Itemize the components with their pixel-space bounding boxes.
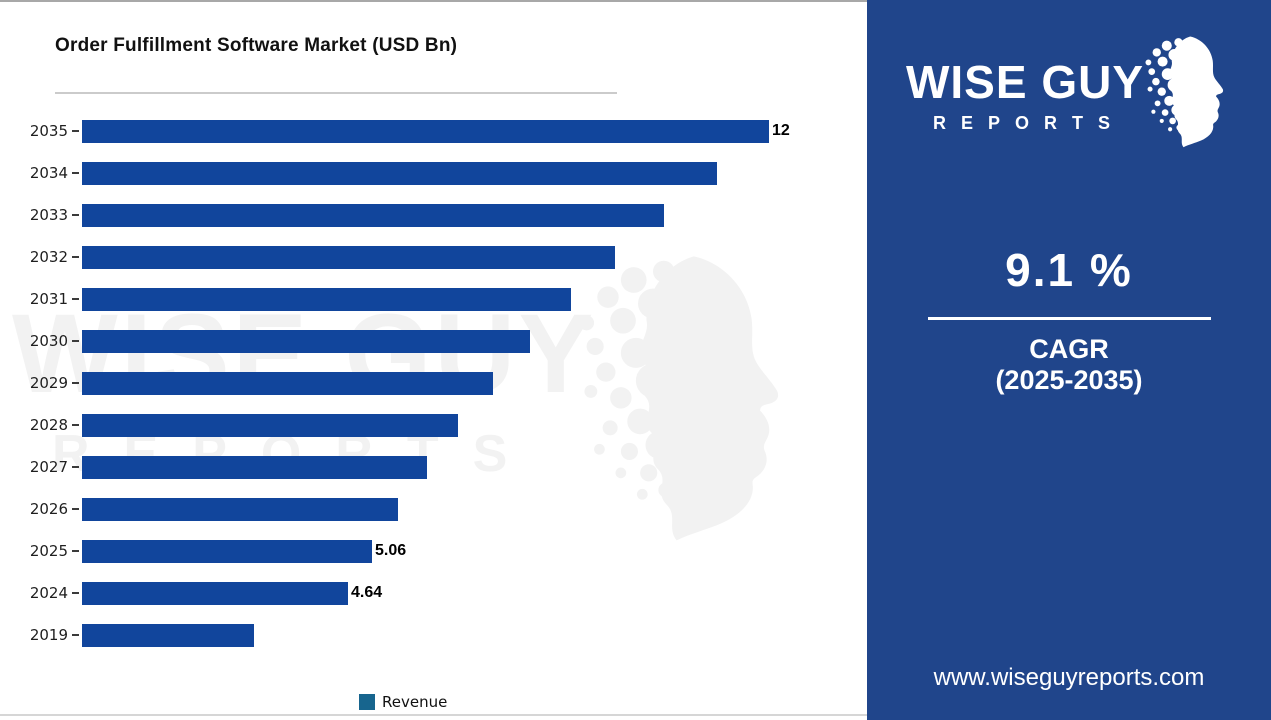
y-tick-mark <box>72 508 79 510</box>
brand-panel: WISE GUY REPORTS 9.1 % CAGR (2025-2035) … <box>867 0 1271 720</box>
legend-label: Revenue <box>382 693 448 711</box>
legend-swatch <box>359 694 375 710</box>
y-tick-mark <box>72 256 79 258</box>
bar-value-label: 12 <box>772 122 790 139</box>
cagr-divider <box>927 317 1211 320</box>
y-tick-label: 2028 <box>29 416 68 434</box>
revenue-bar <box>82 455 427 479</box>
y-tick-label: 2035 <box>29 122 68 140</box>
bar-row: 2029 <box>0 362 867 404</box>
y-tick-label: 2025 <box>29 542 68 560</box>
revenue-bar <box>82 413 458 437</box>
chart-panel: WISE GUY REPORTS Order Fulfillment Softw… <box>0 0 867 716</box>
revenue-bar <box>82 119 769 143</box>
y-tick-mark <box>72 592 79 594</box>
cagr-label: CAGR <box>1029 334 1109 364</box>
y-tick-label: 2026 <box>29 500 68 518</box>
y-tick-mark <box>72 550 79 552</box>
bar-row: 2034 <box>0 152 867 194</box>
revenue-bar <box>82 497 398 521</box>
plot-area: 2035 12 2034 2033 2032 2031 2030 2029 2028 2027 20… <box>0 110 867 656</box>
y-tick-mark <box>72 466 79 468</box>
cagr-value: 9.1 % <box>1005 244 1133 296</box>
revenue-bar <box>82 371 493 395</box>
y-tick-mark <box>72 340 79 342</box>
bottom-divider <box>0 714 867 716</box>
top-divider <box>0 0 867 2</box>
revenue-bar <box>82 203 664 227</box>
dotted-head-profile-icon <box>1145 36 1224 148</box>
brand-logo: WISE GUY REPORTS <box>906 36 1232 151</box>
revenue-bar <box>82 287 571 311</box>
y-tick-mark <box>72 214 79 216</box>
bar-row: 2027 <box>0 446 867 488</box>
y-tick-mark <box>72 130 79 132</box>
bar-value-label: 4.64 <box>351 584 383 601</box>
bar-row: 2033 <box>0 194 867 236</box>
website-link[interactable]: www.wiseguyreports.com <box>933 664 1205 691</box>
bar-value-label: 5.06 <box>375 542 407 559</box>
y-tick-label: 2027 <box>29 458 68 476</box>
y-tick-label: 2024 <box>29 584 68 602</box>
bar-row: 2032 <box>0 236 867 278</box>
cagr-period: (2025-2035) <box>995 365 1143 395</box>
y-tick-label: 2030 <box>29 332 68 350</box>
bar-row: 2026 <box>0 488 867 530</box>
y-tick-label: 2032 <box>29 248 68 266</box>
title-divider <box>55 92 617 94</box>
bar-row: 2025 5.06 <box>0 530 867 572</box>
bar-row: 2019 <box>0 614 867 656</box>
revenue-bar <box>82 329 530 353</box>
revenue-bar <box>82 581 348 605</box>
legend: Revenue <box>359 693 447 711</box>
chart-title: Order Fulfillment Software Market (USD B… <box>55 35 458 56</box>
y-tick-mark <box>72 382 79 384</box>
y-tick-label: 2034 <box>29 164 68 182</box>
bar-row: 2028 <box>0 404 867 446</box>
y-tick-mark <box>72 424 79 426</box>
bar-row: 2035 12 <box>0 110 867 152</box>
y-tick-label: 2033 <box>29 206 68 224</box>
y-tick-label: 2019 <box>29 626 68 644</box>
bar-row: 2031 <box>0 278 867 320</box>
brand-name: WISE GUY <box>905 56 1145 109</box>
y-tick-label: 2029 <box>29 374 68 392</box>
brand-logo-text: WISE GUY REPORTS <box>906 57 1144 134</box>
bar-row: 2030 <box>0 320 867 362</box>
brand-sub-name: REPORTS <box>932 112 1125 133</box>
bar-row: 2024 4.64 <box>0 572 867 614</box>
y-tick-mark <box>72 634 79 636</box>
y-tick-mark <box>72 298 79 300</box>
y-tick-mark <box>72 172 79 174</box>
y-tick-label: 2031 <box>29 290 68 308</box>
revenue-bar <box>82 161 717 185</box>
revenue-bar <box>82 245 615 269</box>
revenue-bar <box>82 539 372 563</box>
revenue-bar <box>82 623 254 647</box>
